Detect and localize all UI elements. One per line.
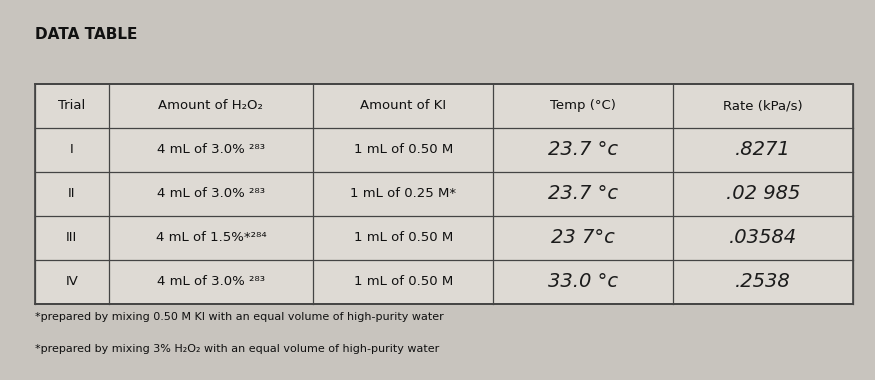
Text: 4 mL of 3.0% ²⁸³: 4 mL of 3.0% ²⁸³ (157, 143, 265, 156)
Text: 1 mL of 0.50 M: 1 mL of 0.50 M (354, 231, 452, 244)
Text: .2538: .2538 (735, 272, 791, 291)
Text: DATA TABLE: DATA TABLE (35, 27, 137, 41)
Text: III: III (66, 231, 78, 244)
Text: 23.7 °c: 23.7 °c (548, 184, 619, 203)
Text: 1 mL of 0.25 M*: 1 mL of 0.25 M* (350, 187, 456, 200)
Text: IV: IV (66, 276, 78, 288)
Text: 4 mL of 1.5%*²⁸⁴: 4 mL of 1.5%*²⁸⁴ (156, 231, 266, 244)
Text: Rate (kPa/s): Rate (kPa/s) (724, 99, 803, 112)
Text: 1 mL of 0.50 M: 1 mL of 0.50 M (354, 276, 452, 288)
Text: .03584: .03584 (729, 228, 797, 247)
Text: Amount of H₂O₂: Amount of H₂O₂ (158, 99, 263, 112)
Text: I: I (70, 143, 74, 156)
Text: *prepared by mixing 3% H₂O₂ with an equal volume of high-purity water: *prepared by mixing 3% H₂O₂ with an equa… (35, 344, 439, 354)
Text: II: II (68, 187, 75, 200)
Text: *prepared by mixing 0.50 M KI with an equal volume of high-purity water: *prepared by mixing 0.50 M KI with an eq… (35, 312, 444, 321)
Text: 4 mL of 3.0% ²⁸³: 4 mL of 3.0% ²⁸³ (157, 276, 265, 288)
Text: Amount of KI: Amount of KI (360, 99, 446, 112)
Text: .02 985: .02 985 (726, 184, 801, 203)
Text: 1 mL of 0.50 M: 1 mL of 0.50 M (354, 143, 452, 156)
Text: 23.7 °c: 23.7 °c (548, 140, 619, 159)
Text: 4 mL of 3.0% ²⁸³: 4 mL of 3.0% ²⁸³ (157, 187, 265, 200)
Text: 23 7°c: 23 7°c (551, 228, 615, 247)
Text: .8271: .8271 (735, 140, 791, 159)
Text: Temp (°C): Temp (°C) (550, 99, 616, 112)
Text: Trial: Trial (59, 99, 86, 112)
Text: 33.0 °c: 33.0 °c (548, 272, 619, 291)
